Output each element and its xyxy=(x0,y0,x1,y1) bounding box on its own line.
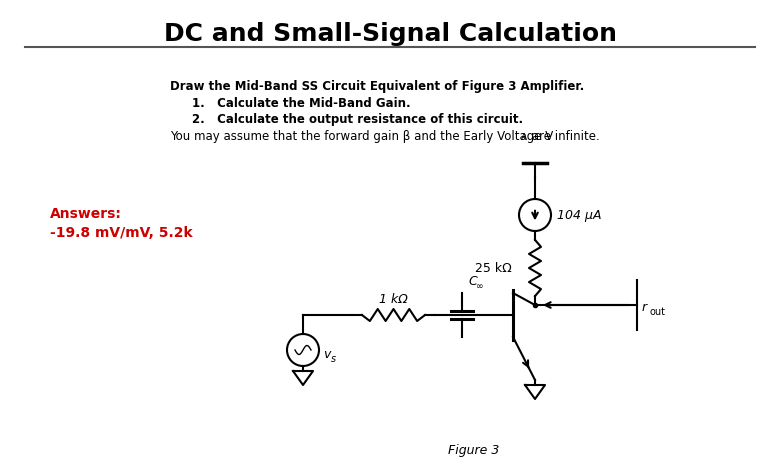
Text: r: r xyxy=(642,300,647,314)
Text: Draw the Mid-Band SS Circuit Equivalent of Figure 3 Amplifier.: Draw the Mid-Band SS Circuit Equivalent … xyxy=(170,80,584,93)
Text: v: v xyxy=(323,348,331,360)
Text: 25 kΩ: 25 kΩ xyxy=(474,262,512,274)
Text: -19.8 mV/mV, 5.2k: -19.8 mV/mV, 5.2k xyxy=(50,226,193,240)
Text: C: C xyxy=(468,274,477,288)
Text: You may assume that the forward gain β and the Early Voltage V: You may assume that the forward gain β a… xyxy=(170,130,553,143)
Text: s: s xyxy=(331,354,336,364)
Text: DC and Small-Signal Calculation: DC and Small-Signal Calculation xyxy=(164,22,616,46)
Text: out: out xyxy=(650,307,666,317)
Text: 1 kΩ: 1 kΩ xyxy=(379,292,408,306)
Text: Answers:: Answers: xyxy=(50,207,122,221)
Text: ∞: ∞ xyxy=(476,281,484,290)
Text: are infinite.: are infinite. xyxy=(528,130,600,143)
Text: 2.   Calculate the output resistance of this circuit.: 2. Calculate the output resistance of th… xyxy=(192,113,523,126)
Text: 104 μA: 104 μA xyxy=(557,209,601,221)
Text: A: A xyxy=(521,133,527,142)
Text: Figure 3: Figure 3 xyxy=(448,444,499,456)
Text: 1.   Calculate the Mid-Band Gain.: 1. Calculate the Mid-Band Gain. xyxy=(192,97,410,110)
